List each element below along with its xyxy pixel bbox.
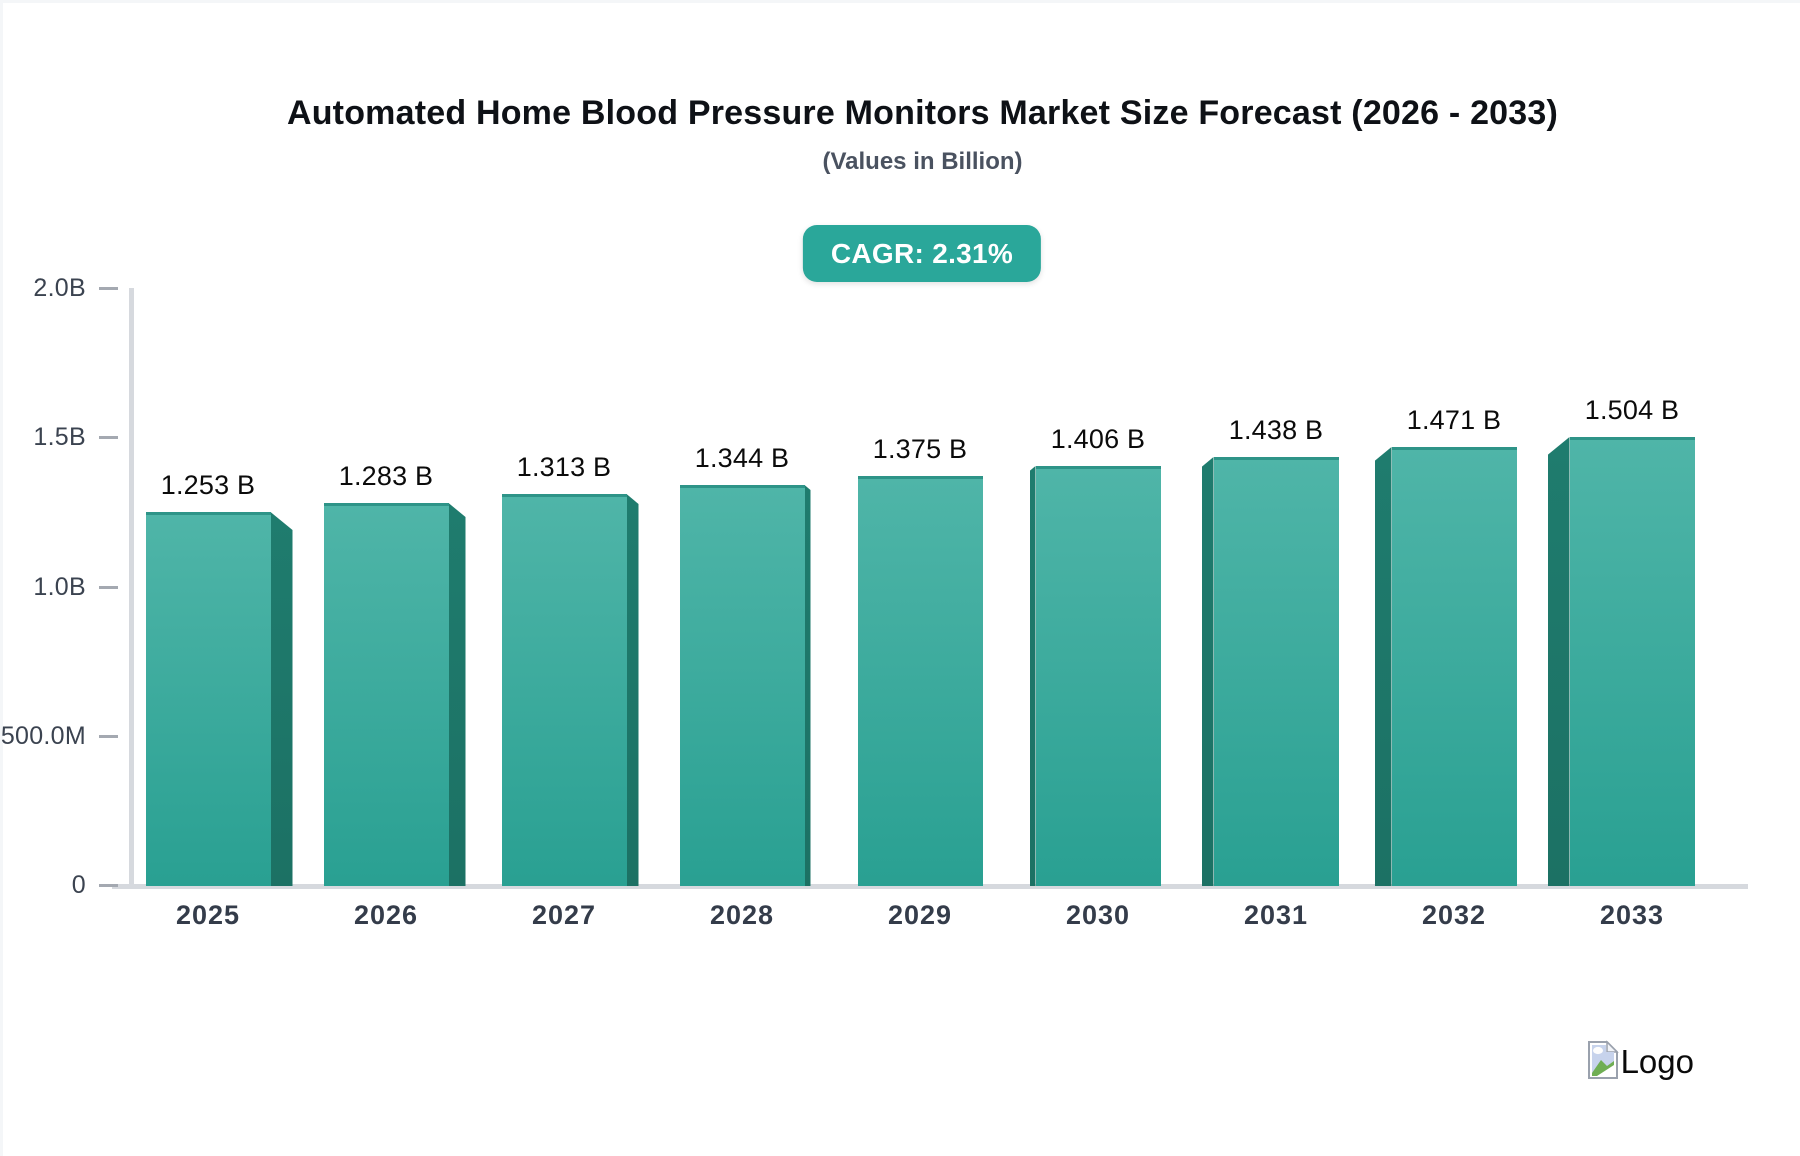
y-axis-label: 500.0M <box>0 721 86 750</box>
logo: Logo <box>1587 1040 1694 1081</box>
y-axis-label: 1.5B <box>33 423 86 452</box>
y-axis-label: 1.0B <box>33 572 86 601</box>
y-axis-tick <box>99 884 118 887</box>
bar-side-2026 <box>448 503 466 886</box>
x-axis-label-2028: 2028 <box>709 900 775 930</box>
bar-2033[interactable] <box>1569 437 1695 886</box>
x-axis-label-2032: 2032 <box>1421 900 1487 930</box>
x-axis-label-2030: 2030 <box>1065 900 1131 930</box>
bar-2025[interactable] <box>145 512 271 886</box>
x-axis-line <box>112 884 1748 889</box>
bar-side-2027 <box>626 494 639 886</box>
bar-2031[interactable] <box>1213 457 1339 886</box>
broken-image-icon <box>1587 1040 1619 1079</box>
bar-value-2026: 1.283 B <box>338 461 434 491</box>
bar-side-2025 <box>270 512 293 886</box>
bar-2032[interactable] <box>1391 447 1517 886</box>
bar-value-2027: 1.313 B <box>516 452 612 482</box>
bar-2030[interactable] <box>1035 466 1161 886</box>
x-axis-label-2027: 2027 <box>531 900 597 930</box>
x-axis-label-2029: 2029 <box>887 900 953 930</box>
y-axis-tick <box>99 436 118 440</box>
y-axis-tick <box>99 287 118 290</box>
bar-side-2028 <box>804 485 811 886</box>
chart-subtitle: (Values in Billion) <box>822 148 1023 175</box>
bar-value-2028: 1.344 B <box>694 443 790 473</box>
bar-value-2025: 1.253 B <box>160 470 256 500</box>
y-axis-label: 0 <box>71 871 86 899</box>
x-axis-label-2031: 2031 <box>1243 900 1309 930</box>
x-axis-label-2026: 2026 <box>353 900 419 930</box>
y-axis-label: 2.0B <box>33 274 86 302</box>
bar-side-2030 <box>1029 466 1036 886</box>
chart-title: Automated Home Blood Pressure Monitors M… <box>286 94 1559 132</box>
bar-value-2030: 1.406 B <box>1050 424 1146 454</box>
cagr-badge-label: CAGR: 2.31% <box>830 237 1014 269</box>
y-axis-tick <box>99 734 118 738</box>
page-edge-top <box>0 0 1800 3</box>
x-axis-label-2033: 2033 <box>1599 900 1665 930</box>
bar-side-2033 <box>1547 437 1570 886</box>
bar-2026[interactable] <box>323 503 449 886</box>
bar-value-2033: 1.504 B <box>1584 395 1680 425</box>
bar-2027[interactable] <box>501 494 627 886</box>
y-axis-line <box>129 288 134 885</box>
x-axis-label-2025: 2025 <box>175 900 241 930</box>
bar-side-2032 <box>1374 447 1392 886</box>
bar-2028[interactable] <box>679 485 805 886</box>
bar-value-2032: 1.471 B <box>1406 405 1502 435</box>
cagr-badge: CAGR: 2.31% <box>802 225 1042 282</box>
bar-value-2029: 1.375 B <box>872 434 968 464</box>
y-axis-tick <box>99 585 118 589</box>
page-edge-left <box>0 0 3 1156</box>
bar-2029[interactable] <box>857 476 983 886</box>
bar-side-2031 <box>1201 457 1214 886</box>
logo-alt-text: Logo <box>1620 1043 1694 1080</box>
bar-value-2031: 1.438 B <box>1228 415 1324 445</box>
